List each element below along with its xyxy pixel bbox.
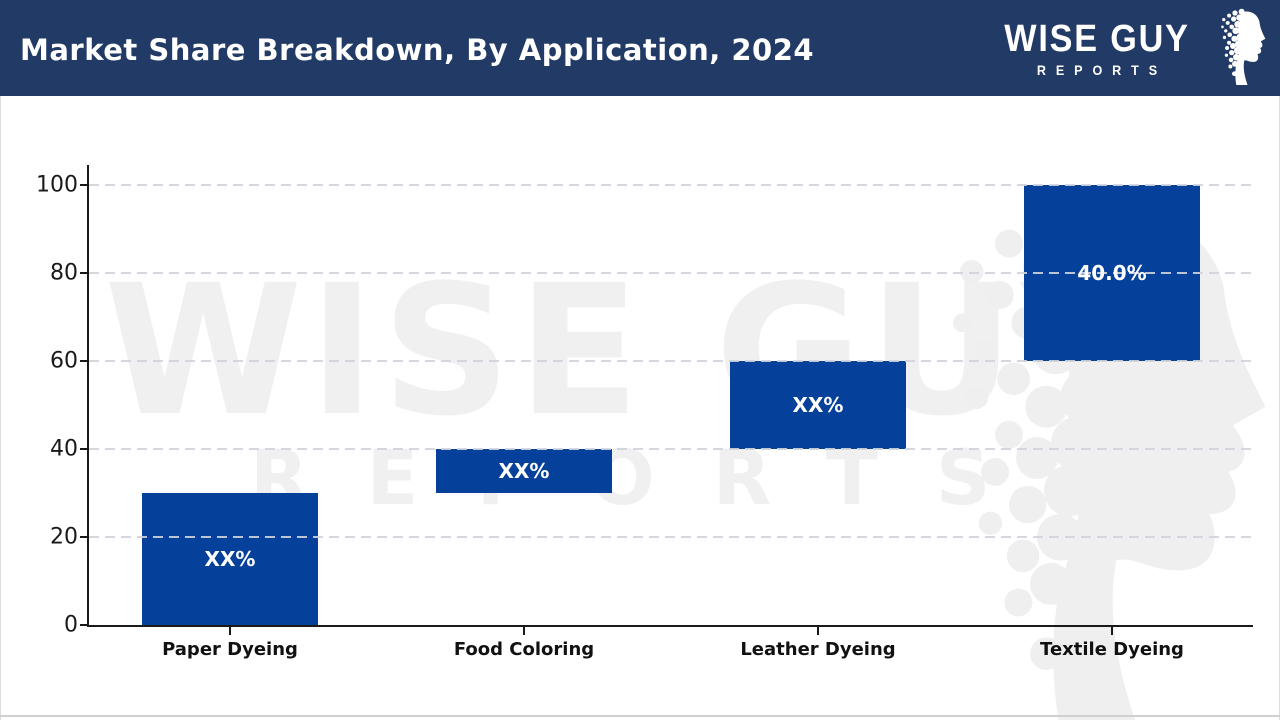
x-tick-label-paper-dyeing: Paper Dyeing xyxy=(162,639,298,660)
y-tick-60 xyxy=(80,360,89,362)
header: Market Share Breakdown, By Application, … xyxy=(0,0,1280,96)
wise-guy-reports-logo: WISE GUY REPORTS xyxy=(994,8,1268,88)
x-tick-1 xyxy=(229,626,231,635)
y-tick-80 xyxy=(80,272,89,274)
x-tick-label-leather-dyeing: Leather Dyeing xyxy=(740,639,896,660)
y-tick-label-60: 60 xyxy=(50,348,78,374)
y-tick-label-0: 0 xyxy=(64,612,78,638)
gridline-y-80 xyxy=(89,272,1255,274)
bar-value-label: XX% xyxy=(204,547,256,571)
x-tick-label-textile-dyeing: Textile Dyeing xyxy=(1040,639,1184,660)
page-bottom-edge xyxy=(0,715,1280,717)
y-tick-label-100: 100 xyxy=(36,172,78,198)
y-tick-40 xyxy=(80,448,89,450)
y-tick-label-20: 20 xyxy=(50,524,78,550)
y-axis-line xyxy=(87,165,89,626)
y-tick-20 xyxy=(80,536,89,538)
page-left-edge xyxy=(0,96,1,720)
bar-value-label: XX% xyxy=(498,459,550,483)
bar-food-coloring xyxy=(436,449,612,493)
y-tick-label-80: 80 xyxy=(50,260,78,286)
bar-value-label: 40.0% xyxy=(1077,261,1147,285)
logo-wordmark: WISE GUY xyxy=(1004,17,1190,60)
x-tick-4 xyxy=(1111,626,1113,635)
gridline-y-100 xyxy=(89,184,1255,186)
x-axis-line xyxy=(87,625,1253,627)
x-tick-3 xyxy=(817,626,819,635)
logo-text: WISE GUY REPORTS xyxy=(1004,20,1189,77)
gridline-y-60 xyxy=(89,360,1255,362)
page-title: Market Share Breakdown, By Application, … xyxy=(20,33,815,67)
logo-subtitle: REPORTS xyxy=(1036,61,1168,78)
bar-paper-dyeing xyxy=(142,493,318,625)
y-tick-0 xyxy=(80,624,89,626)
x-tick-label-food-coloring: Food Coloring xyxy=(453,639,595,660)
y-tick-label-40: 40 xyxy=(50,436,78,462)
y-tick-100 xyxy=(80,184,89,186)
x-tick-2 xyxy=(523,626,525,635)
bar-leather-dyeing xyxy=(730,361,906,449)
bar-value-label: XX% xyxy=(792,393,844,417)
gridline-y-40 xyxy=(89,448,1255,450)
gridline-y-20 xyxy=(89,536,1255,538)
logo-head-icon xyxy=(1202,8,1268,88)
